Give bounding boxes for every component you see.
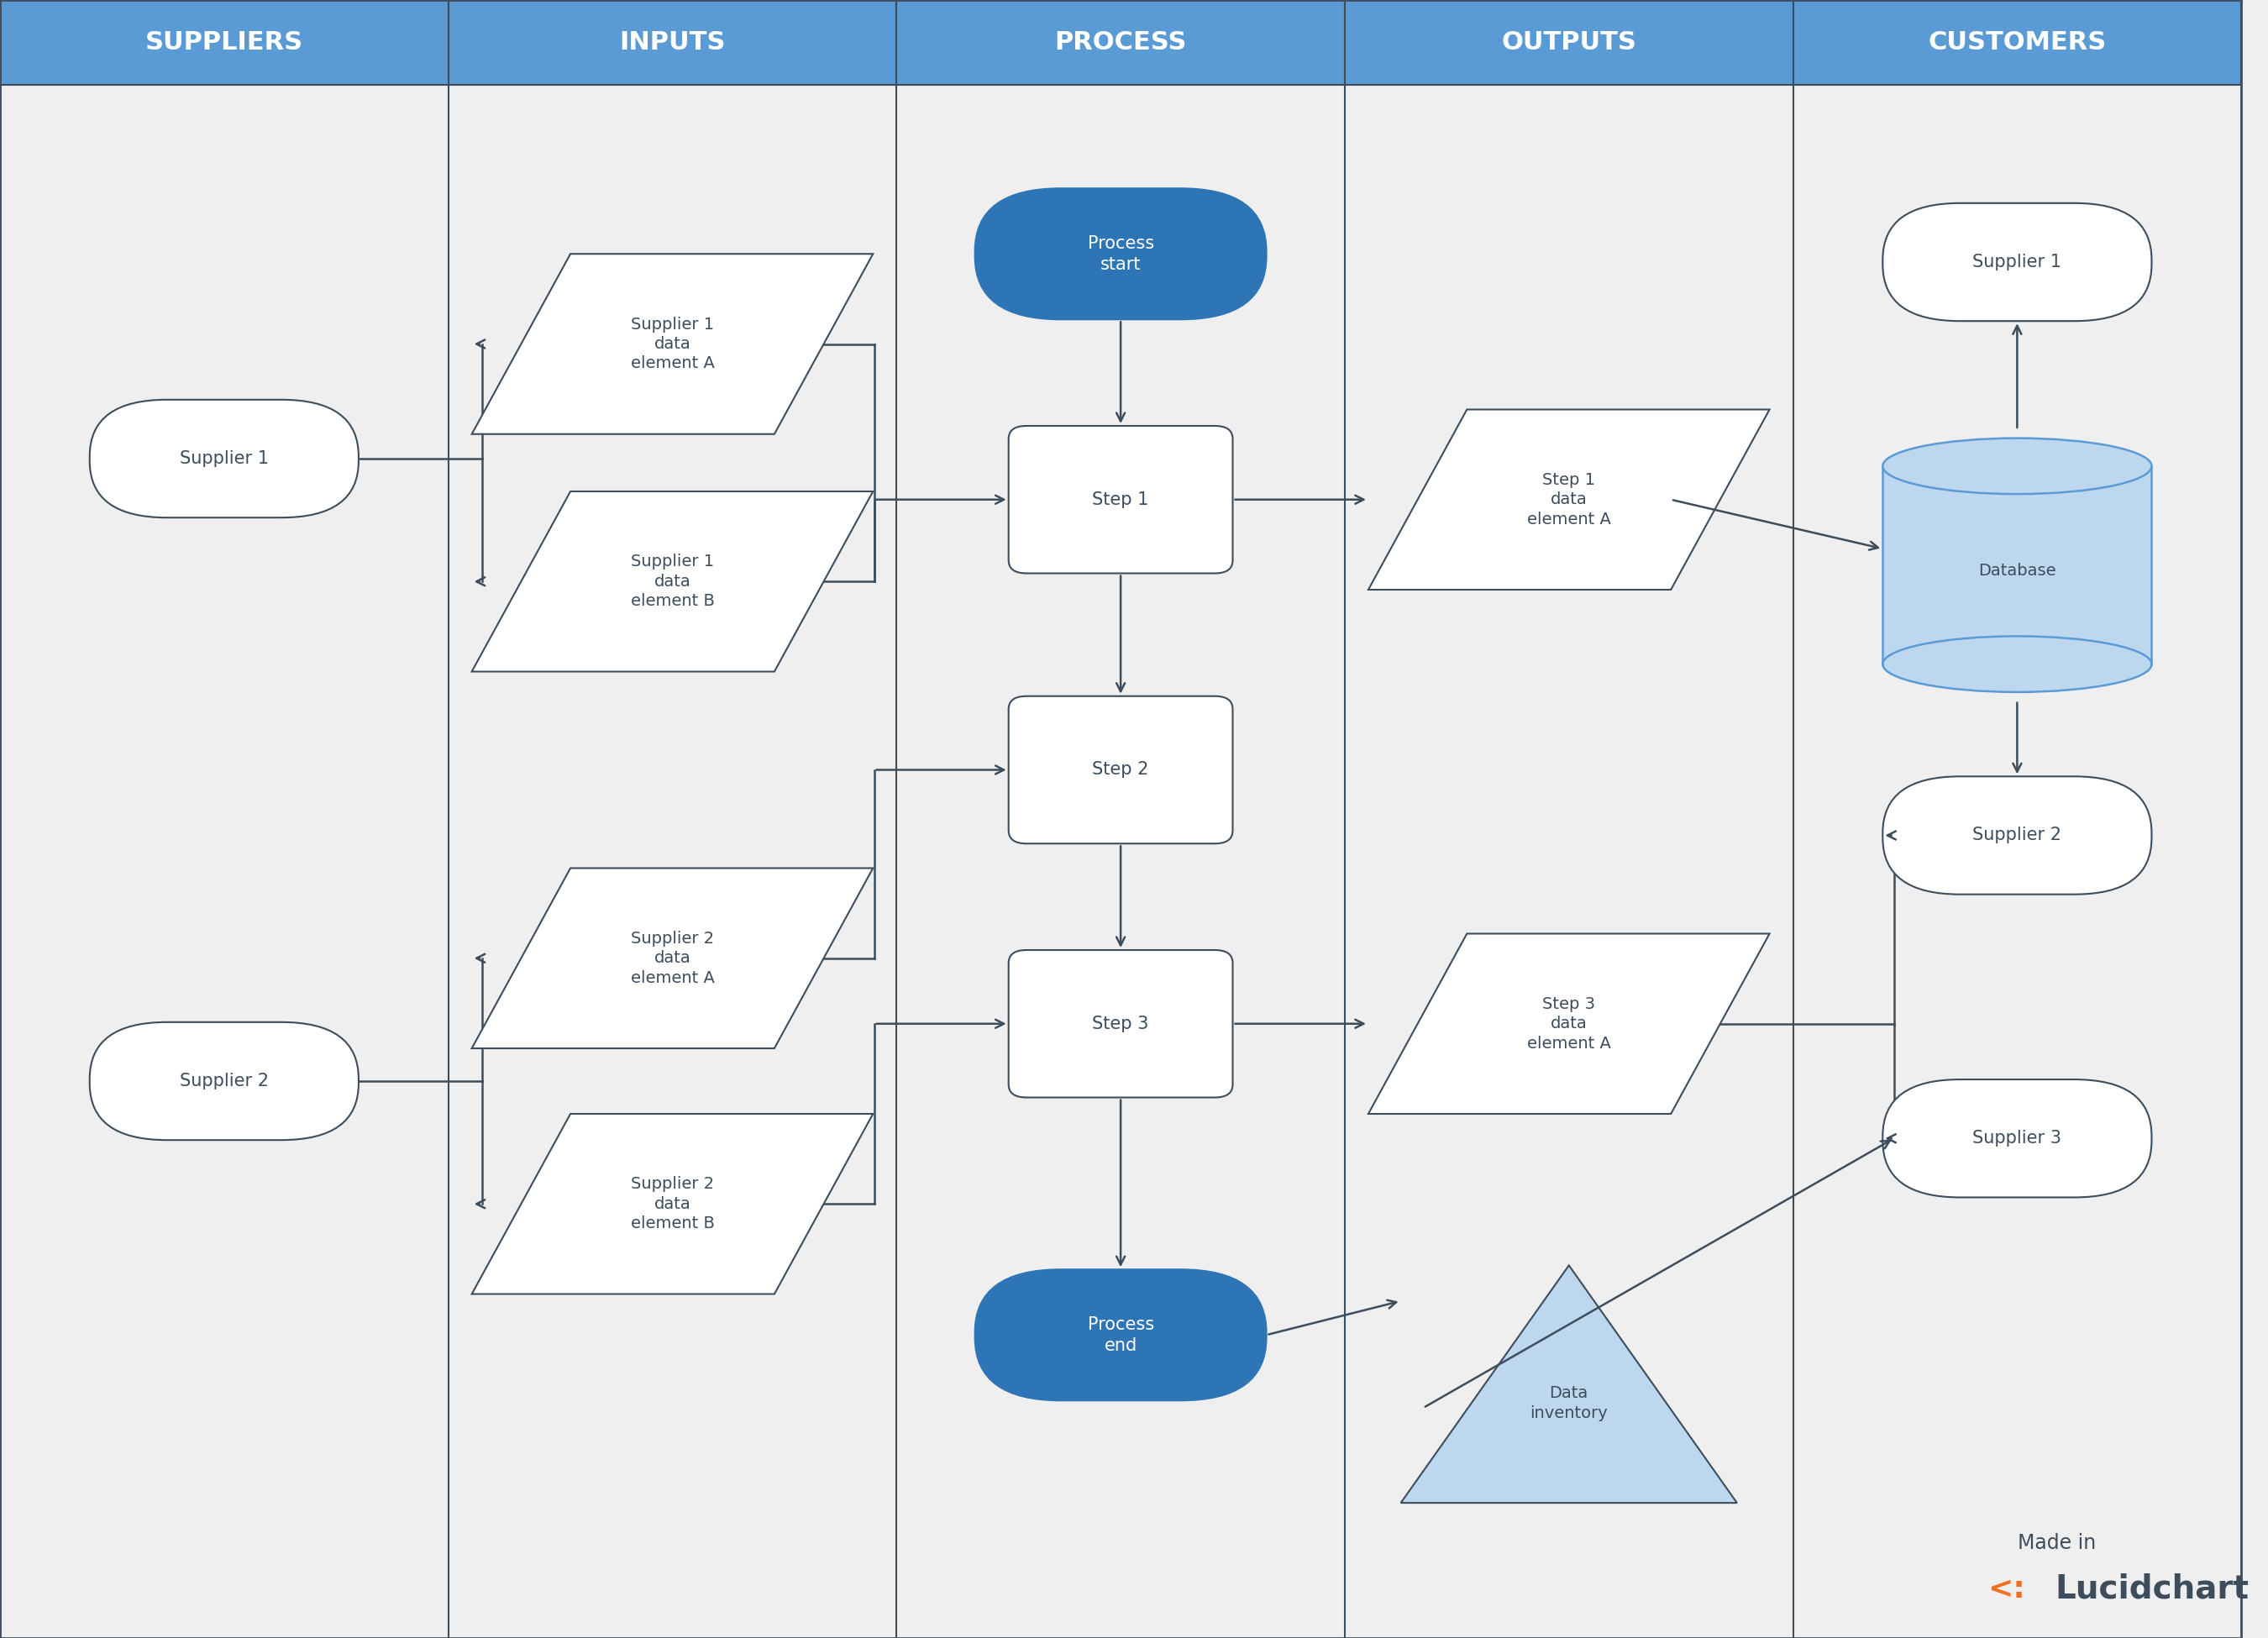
FancyBboxPatch shape	[975, 1269, 1266, 1400]
FancyBboxPatch shape	[1009, 696, 1234, 844]
Polygon shape	[1368, 410, 1769, 590]
Text: CUSTOMERS: CUSTOMERS	[1928, 31, 2107, 54]
Text: SUPPLIERS: SUPPLIERS	[145, 31, 304, 54]
FancyBboxPatch shape	[1794, 0, 2241, 85]
Text: Step 3
data
element A: Step 3 data element A	[1526, 996, 1610, 1052]
Text: Supplier 3: Supplier 3	[1973, 1130, 2062, 1147]
Text: Process
start: Process start	[1086, 236, 1154, 272]
Polygon shape	[472, 491, 873, 672]
FancyBboxPatch shape	[0, 0, 449, 85]
Text: Step 3: Step 3	[1093, 1016, 1150, 1032]
Polygon shape	[472, 868, 873, 1048]
FancyBboxPatch shape	[896, 0, 1345, 85]
Text: Step 1
data
element A: Step 1 data element A	[1526, 472, 1610, 527]
FancyBboxPatch shape	[91, 400, 358, 518]
Text: PROCESS: PROCESS	[1055, 31, 1186, 54]
Text: Step 1: Step 1	[1093, 491, 1150, 508]
FancyBboxPatch shape	[1882, 776, 2152, 894]
FancyBboxPatch shape	[449, 0, 896, 85]
Polygon shape	[472, 254, 873, 434]
Text: Supplier 2: Supplier 2	[1973, 827, 2062, 844]
Text: Database: Database	[1978, 563, 2057, 578]
Text: Supplier 1
data
element A: Supplier 1 data element A	[631, 316, 714, 372]
Text: Supplier 2: Supplier 2	[179, 1073, 268, 1089]
FancyBboxPatch shape	[1882, 1079, 2152, 1197]
Text: Made in: Made in	[2016, 1533, 2096, 1553]
Text: Step 2: Step 2	[1093, 762, 1150, 778]
Text: Process
end: Process end	[1086, 1317, 1154, 1353]
Text: Lucidchart: Lucidchart	[2055, 1572, 2248, 1605]
Polygon shape	[1368, 934, 1769, 1114]
Polygon shape	[472, 1114, 873, 1294]
Text: Supplier 2
data
element B: Supplier 2 data element B	[631, 1176, 714, 1232]
FancyBboxPatch shape	[1009, 950, 1234, 1097]
Text: INPUTS: INPUTS	[619, 31, 726, 54]
Text: Data
inventory: Data inventory	[1531, 1386, 1608, 1420]
Bar	[1882, 467, 2152, 663]
Text: Supplier 2
data
element A: Supplier 2 data element A	[631, 930, 714, 986]
Text: Supplier 1: Supplier 1	[179, 450, 268, 467]
Text: Supplier 1
data
element B: Supplier 1 data element B	[631, 554, 714, 609]
Text: Supplier 1: Supplier 1	[1973, 254, 2062, 270]
FancyBboxPatch shape	[1009, 426, 1234, 573]
FancyBboxPatch shape	[1345, 0, 1794, 85]
Polygon shape	[1402, 1265, 1737, 1504]
Ellipse shape	[1882, 636, 2152, 691]
FancyBboxPatch shape	[975, 188, 1266, 319]
Ellipse shape	[1882, 437, 2152, 495]
FancyBboxPatch shape	[1882, 203, 2152, 321]
FancyBboxPatch shape	[91, 1022, 358, 1140]
Text: <:: <:	[1987, 1574, 2025, 1604]
Text: OUTPUTS: OUTPUTS	[1501, 31, 1637, 54]
